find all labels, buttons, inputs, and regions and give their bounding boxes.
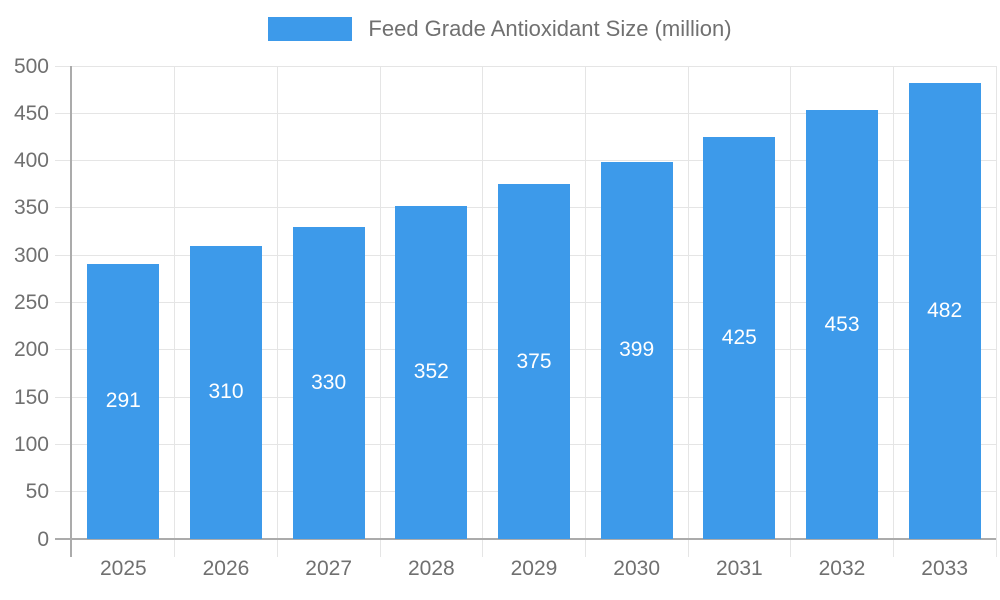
bar[interactable]: 291 [87, 263, 160, 539]
bar[interactable]: 453 [806, 110, 878, 539]
v-gridline [174, 66, 176, 557]
y-axis-tick-label: 150 [13, 385, 49, 409]
y-axis-tick-label: 500 [13, 54, 49, 78]
y-axis-tick-label: 450 [13, 101, 49, 125]
bar[interactable]: 425 [703, 136, 776, 539]
y-axis-line [70, 66, 72, 557]
x-axis-tick-label: 2028 [407, 557, 455, 580]
y-axis-tick-label: 50 [25, 480, 49, 504]
v-gridline [995, 66, 997, 557]
bar-value-label: 330 [311, 370, 347, 394]
x-axis-tick-label: 2025 [99, 557, 147, 580]
y-axis-tick-label: 250 [13, 291, 49, 314]
v-gridline [790, 66, 792, 557]
x-axis-tick-label: 2030 [613, 557, 661, 580]
x-axis-tick-label: 2029 [510, 557, 558, 580]
v-gridline [687, 66, 689, 557]
v-gridline [379, 66, 381, 557]
bar-value-label: 291 [105, 389, 141, 413]
y-axis-tick-label: 100 [13, 432, 49, 456]
x-axis-tick-label: 2026 [202, 557, 250, 580]
y-axis-tick-label: 200 [13, 338, 49, 362]
bar-value-label: 425 [721, 325, 757, 349]
bar[interactable]: 352 [395, 206, 468, 539]
bar[interactable]: 310 [190, 245, 262, 539]
bar-value-label: 352 [413, 360, 449, 384]
bar-value-label: 310 [208, 380, 244, 404]
bar-value-label: 399 [619, 338, 655, 362]
v-gridline [892, 66, 894, 557]
y-axis-tick-label: 0 [37, 527, 49, 551]
bar-value-label: 482 [927, 299, 963, 322]
y-axis-tick-label: 400 [13, 149, 49, 173]
bar[interactable]: 330 [292, 226, 365, 539]
bar[interactable]: 482 [908, 83, 981, 539]
h-gridline [55, 112, 996, 114]
h-gridline [55, 65, 996, 67]
bar[interactable]: 375 [498, 184, 570, 539]
legend[interactable]: Feed Grade Antioxidant Size (million) [0, 16, 1000, 42]
x-axis-tick-label: 2032 [818, 557, 866, 580]
h-gridline [55, 160, 996, 162]
legend-label: Feed Grade Antioxidant Size (million) [368, 16, 732, 41]
x-axis-line [55, 538, 996, 540]
bar[interactable]: 399 [600, 161, 673, 539]
bar-value-label: 453 [824, 312, 860, 336]
y-axis-tick-label: 300 [13, 243, 49, 267]
v-gridline [482, 66, 484, 557]
x-axis-tick-label: 2031 [715, 557, 763, 580]
legend-swatch [268, 17, 353, 41]
x-axis-tick-label: 2033 [921, 557, 969, 580]
v-gridline [584, 66, 586, 557]
x-axis-tick-label: 2027 [305, 557, 353, 580]
bar-value-label: 375 [516, 349, 552, 373]
y-axis-tick-label: 350 [13, 196, 49, 220]
v-gridline [276, 66, 278, 557]
